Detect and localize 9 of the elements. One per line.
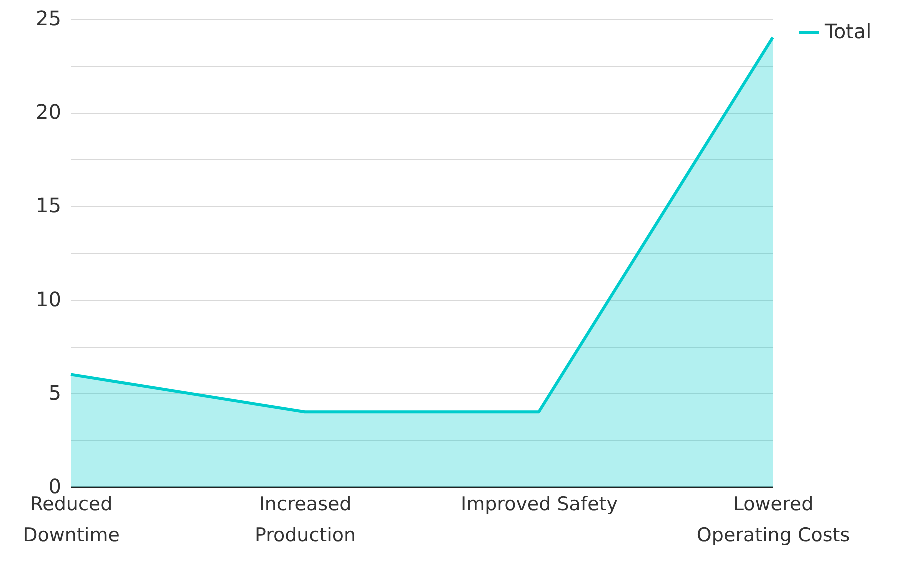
y-tick-label: 10: [36, 287, 62, 312]
y-tick-label: 15: [36, 194, 62, 218]
y-tick-label: 20: [36, 100, 62, 124]
y-tick-label: 25: [36, 6, 62, 30]
x-tick-label: Increased Production: [254, 494, 356, 546]
x-tick-label: Lowered Operating Costs: [696, 494, 850, 546]
y-tick-label: 5: [48, 380, 62, 405]
legend-label: Total: [824, 20, 872, 44]
x-tick-label: Improved Safety: [460, 494, 618, 516]
